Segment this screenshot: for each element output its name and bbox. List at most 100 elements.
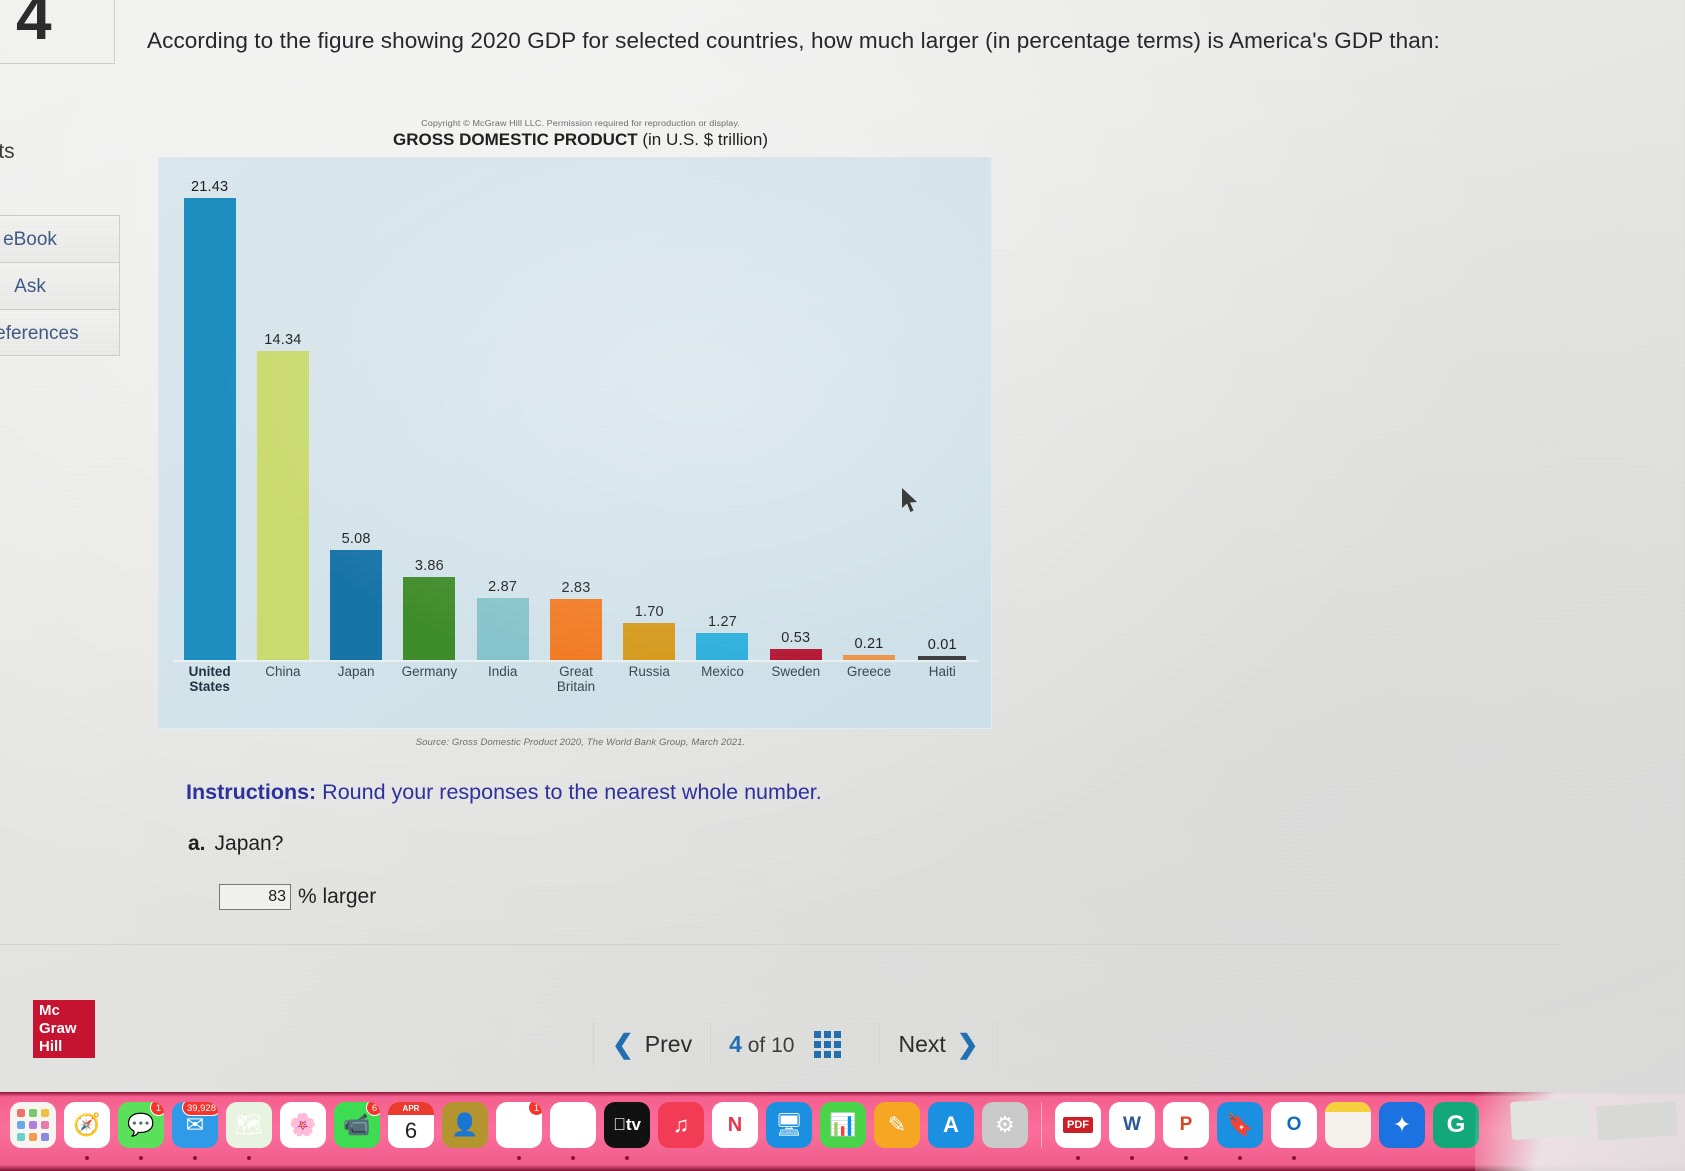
dock-running-indicators bbox=[10, 1156, 1479, 1160]
dock-running-dot bbox=[247, 1156, 251, 1160]
category-label: United States bbox=[188, 664, 231, 695]
bar-chart-plot: 21.43 14.34 5.08 3.86 2.87 2.83 1.70 1.27 0.53 0.… bbox=[158, 157, 992, 729]
bar bbox=[183, 198, 236, 660]
tablet-screen: 4 ints eBook Ask References According to… bbox=[0, 0, 1685, 1092]
chevron-left-icon: ❮ bbox=[612, 1028, 634, 1059]
chart-bar-group: 0.53 bbox=[759, 630, 832, 660]
chart-baseline bbox=[173, 660, 979, 662]
bar-value-label: 3.86 bbox=[414, 558, 444, 574]
dock-icon-pages[interactable]: ✎ bbox=[874, 1102, 920, 1148]
chart-bar-group: 21.43 bbox=[173, 179, 246, 660]
chart-bars: 21.43 14.34 5.08 3.86 2.87 2.83 1.70 1.27 0.53 0.… bbox=[173, 174, 979, 660]
next-button[interactable]: Next ❯ bbox=[898, 1029, 978, 1060]
dock-running-dot bbox=[193, 1156, 197, 1160]
prev-button[interactable]: ❮ Prev bbox=[612, 1029, 692, 1060]
dock-icon-messages[interactable]: 💬 1 bbox=[118, 1102, 164, 1148]
sidebar-item-references[interactable]: References bbox=[0, 309, 120, 356]
bar bbox=[769, 649, 822, 660]
dock-running-dot bbox=[1076, 1156, 1080, 1160]
category-label: Japan bbox=[337, 664, 375, 679]
glare-patch-right bbox=[1595, 1101, 1679, 1141]
chart-bar-group: 2.83 bbox=[539, 580, 612, 660]
instructions: Instructions: Round your responses to th… bbox=[186, 780, 822, 805]
logo-line-2: Graw bbox=[39, 1020, 77, 1037]
dock-running-dot bbox=[85, 1156, 89, 1160]
question-part-a: a. Japan? bbox=[188, 832, 283, 856]
dock-icon-maps[interactable]: 🗺 bbox=[226, 1102, 272, 1148]
answer-row: 83 % larger bbox=[219, 884, 376, 910]
dock-icon-launchpad[interactable] bbox=[10, 1102, 56, 1148]
dock-badge: 39,928 bbox=[181, 1102, 218, 1116]
dock-icon-freeform[interactable]: 〽 bbox=[550, 1102, 596, 1148]
bar bbox=[256, 351, 309, 660]
dock-separator bbox=[1041, 1102, 1042, 1148]
dock-icon-music[interactable]: ♫ bbox=[658, 1102, 704, 1148]
chart-bar-group: 0.01 bbox=[906, 637, 979, 660]
chart-bar-group: 1.27 bbox=[686, 614, 759, 660]
logo-line-1: Mc bbox=[39, 1002, 60, 1019]
answer-unit-label: % larger bbox=[298, 885, 377, 908]
dock-icon-calendar[interactable]: APR 6 bbox=[388, 1102, 434, 1148]
nav-divider-mid-right bbox=[879, 1022, 881, 1066]
dock-icon-bookmarks[interactable]: 🔖 bbox=[1217, 1102, 1263, 1148]
dock-icon-microsoft-word[interactable]: W bbox=[1109, 1102, 1155, 1148]
question-number: 4 bbox=[16, 0, 52, 53]
dock-icon-microsoft-outlook[interactable]: O bbox=[1271, 1102, 1317, 1148]
dock-badge: 6 bbox=[366, 1102, 380, 1116]
dock-badge: 1 bbox=[150, 1102, 164, 1116]
dock-icon-facetime[interactable]: 📹 6 bbox=[334, 1102, 380, 1148]
dock-icon-keynote[interactable]: 🖥 bbox=[766, 1102, 812, 1148]
bar-value-label: 14.34 bbox=[264, 332, 302, 348]
sidebar-tools: eBook Ask References bbox=[0, 215, 120, 356]
dock-running-dot bbox=[139, 1156, 143, 1160]
dock-icon-reminders[interactable]: ☰ 1 bbox=[496, 1102, 542, 1148]
pagination-nav: ❮ Prev 4 of 10 Next ❯ bbox=[575, 1022, 1016, 1066]
dock-icon-microsoft-powerpoint[interactable]: P bbox=[1163, 1102, 1209, 1148]
dock-icon-app-store[interactable]: A bbox=[928, 1102, 974, 1148]
instructions-label: Instructions: bbox=[186, 780, 317, 804]
part-letter: a. bbox=[188, 832, 206, 855]
answer-input-japan[interactable]: 83 bbox=[219, 884, 291, 910]
page-total: 10 bbox=[771, 1033, 795, 1057]
dock-icon-news[interactable]: N bbox=[712, 1102, 758, 1148]
dock-running-dot bbox=[517, 1156, 521, 1160]
dock-running-dot bbox=[571, 1156, 575, 1160]
category-label: Mexico bbox=[701, 664, 744, 679]
dock-icon-mail[interactable]: ✉ 39,928 bbox=[172, 1102, 218, 1148]
bar-value-label: 1.27 bbox=[707, 614, 737, 630]
dock-icon-system-settings[interactable]: ⚙ bbox=[982, 1102, 1028, 1148]
dock-icon-numbers[interactable]: 📊 bbox=[820, 1102, 866, 1148]
instructions-text: Round your responses to the nearest whol… bbox=[316, 780, 822, 804]
figure-title: GROSS DOMESTIC PRODUCT (in U.S. $ trilli… bbox=[158, 130, 1003, 150]
nav-divider-mid-left bbox=[710, 1022, 712, 1066]
dock-icon-safari[interactable]: 🧭 bbox=[64, 1102, 110, 1148]
figure-source: Source: Gross Domestic Product 2020, The… bbox=[415, 737, 746, 748]
dock-icon-bluetooth[interactable]: ✦ bbox=[1379, 1102, 1425, 1148]
dock-icon-photos[interactable]: 🌸 bbox=[280, 1102, 326, 1148]
logo-line-3: Hill bbox=[39, 1038, 63, 1055]
chart-bar-group: 5.08 bbox=[320, 531, 393, 660]
category-label: China bbox=[265, 664, 301, 679]
chevron-right-icon: ❯ bbox=[956, 1028, 979, 1059]
page-indicator: 4 of 10 bbox=[729, 1031, 794, 1058]
bar-value-label: 21.43 bbox=[190, 179, 229, 195]
dock-icon-grammarly[interactable]: G bbox=[1433, 1102, 1479, 1148]
nav-divider-left bbox=[593, 1022, 594, 1066]
gdp-figure: Copyright © McGraw Hill LLC. Permission … bbox=[158, 118, 1003, 748]
sidebar-item-ebook[interactable]: eBook bbox=[0, 215, 120, 262]
sidebar-item-ask[interactable]: Ask bbox=[0, 262, 120, 309]
dock-icon-apple-tv[interactable]: tv bbox=[604, 1102, 650, 1148]
dock-icon-stickies[interactable] bbox=[1325, 1102, 1371, 1148]
bar-value-label: 5.08 bbox=[341, 531, 371, 547]
category-label: Haiti bbox=[928, 664, 956, 679]
question-grid-icon[interactable] bbox=[814, 1030, 842, 1058]
dock-running-dot bbox=[1130, 1156, 1134, 1160]
footer-bar bbox=[0, 944, 1560, 1040]
category-label: India bbox=[488, 664, 518, 679]
dock-icon-contacts[interactable]: 👤 bbox=[442, 1102, 488, 1148]
dock-icon-adobe-acrobat[interactable]: PDF bbox=[1055, 1102, 1101, 1148]
bar-value-label: 0.21 bbox=[854, 636, 884, 652]
figure-title-units: (in U.S. $ trillion) bbox=[637, 130, 768, 149]
mcgraw-hill-logo: Mc Graw Hill bbox=[33, 1000, 95, 1058]
